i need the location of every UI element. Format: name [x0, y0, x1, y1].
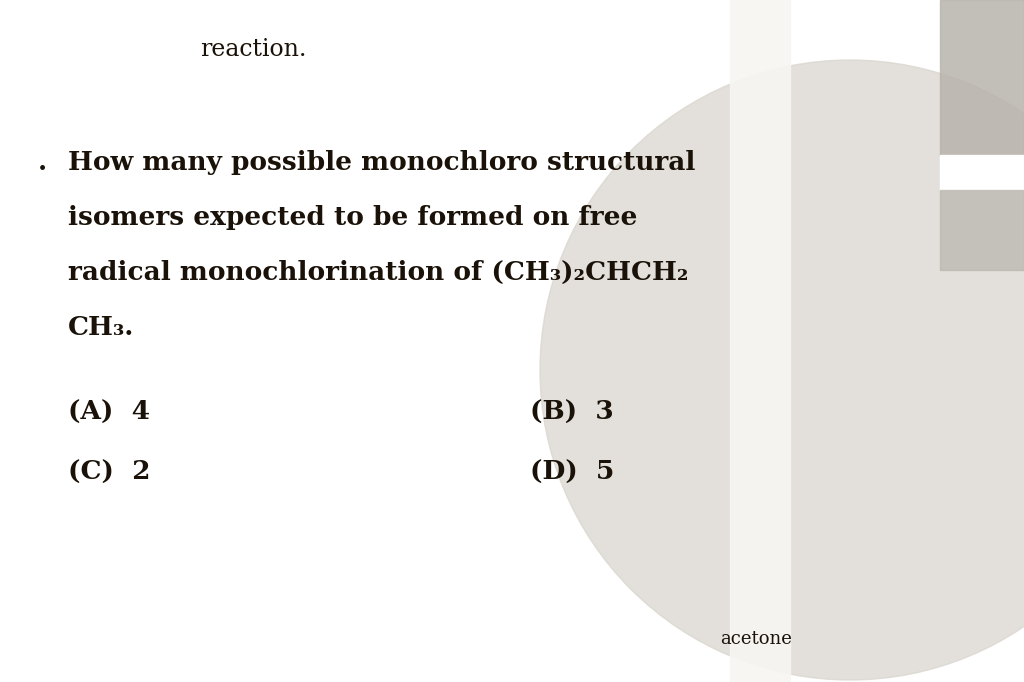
- Text: .: .: [38, 150, 47, 175]
- Text: (D)  5: (D) 5: [530, 460, 614, 485]
- Text: reaction.: reaction.: [200, 38, 306, 61]
- Text: (A)  4: (A) 4: [68, 400, 151, 425]
- Text: (C)  2: (C) 2: [68, 460, 151, 485]
- Text: acetone: acetone: [720, 630, 792, 648]
- Circle shape: [540, 60, 1024, 680]
- Text: radical monochlorination of (CH₃)₂CHCH₂: radical monochlorination of (CH₃)₂CHCH₂: [68, 260, 688, 285]
- Text: How many possible monochloro structural: How many possible monochloro structural: [68, 150, 695, 175]
- Text: isomers expected to be formed on free: isomers expected to be formed on free: [68, 205, 637, 230]
- Text: (B)  3: (B) 3: [530, 400, 613, 425]
- Bar: [730, 0, 790, 682]
- Bar: [940, 190, 1024, 270]
- Text: CH₃.: CH₃.: [68, 315, 134, 340]
- Bar: [940, 155, 1024, 190]
- Bar: [940, 0, 1024, 155]
